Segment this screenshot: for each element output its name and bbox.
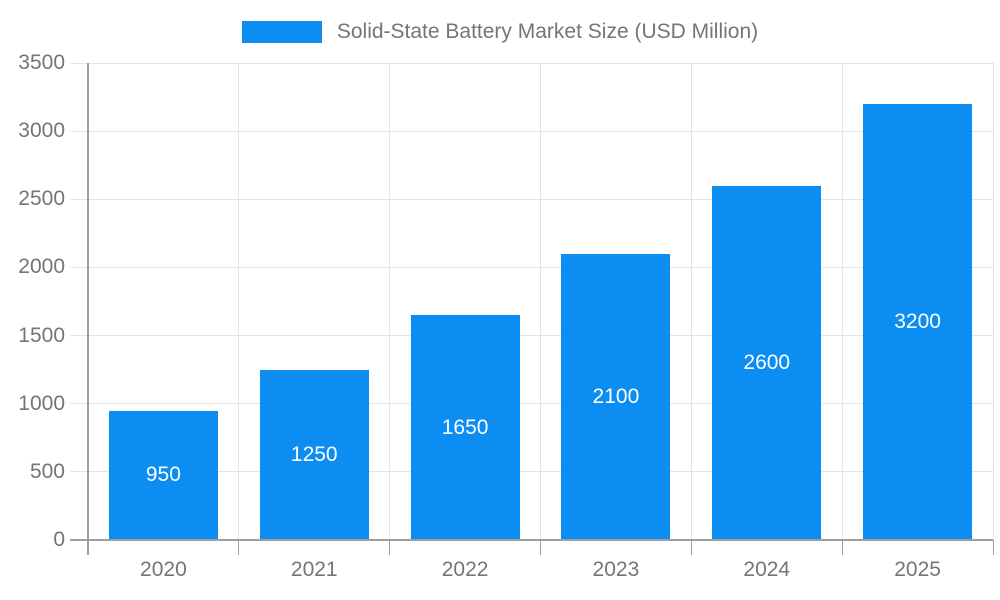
y-gridline (70, 266, 993, 268)
x-tick-label: 2025 (894, 558, 941, 581)
bar-value-label: 2100 (592, 384, 640, 408)
y-tick-label: 2000 (18, 255, 65, 279)
x-tick-label: 2020 (140, 558, 187, 581)
x-axis-line (70, 539, 993, 541)
y-tick-label: 3000 (18, 119, 65, 143)
y-gridline (70, 403, 993, 405)
y-tick-label: 2500 (18, 187, 65, 211)
x-gridline (389, 63, 391, 540)
x-tick-mark (992, 540, 994, 555)
y-tick-label: 1000 (18, 391, 65, 415)
x-tick-mark (841, 540, 843, 555)
y-tick-label: 3500 (18, 51, 65, 74)
x-tick-label: 2024 (743, 558, 791, 581)
y-gridline (70, 335, 993, 337)
bar-value-label: 1650 (441, 415, 489, 439)
x-tick-mark (690, 540, 692, 555)
y-gridline (70, 62, 993, 64)
bar (561, 253, 671, 540)
x-gridline (841, 63, 843, 540)
bar (712, 185, 822, 540)
x-tick-mark (540, 540, 541, 555)
bar-value-label: 1250 (290, 442, 338, 466)
x-tick-mark (238, 540, 240, 555)
x-tick-label: 2022 (441, 558, 489, 581)
bar (863, 103, 973, 540)
y-tick-label: 0 (53, 528, 65, 551)
bar-value-label: 950 (145, 463, 181, 487)
bar-value-label: 3200 (894, 309, 941, 333)
y-tick-label: 500 (29, 459, 65, 483)
chart-legend: Solid-State Battery Market Size (USD Mil… (0, 18, 1000, 46)
legend-swatch (241, 21, 322, 43)
bar-value-label: 2600 (743, 350, 791, 374)
x-gridline (238, 63, 240, 540)
y-gridline (70, 471, 993, 473)
y-tick-label: 1500 (18, 323, 65, 347)
y-gridline (70, 198, 993, 200)
y-axis-line (87, 63, 89, 555)
bar (108, 410, 218, 540)
x-gridline (992, 63, 994, 540)
x-tick-label: 2023 (592, 558, 640, 581)
x-gridline (690, 63, 692, 540)
legend-label: Solid-State Battery Market Size (USD Mil… (336, 20, 759, 43)
plot-area: 0 500 1000 1500 2000 2500 3000 3500 950 2020 1250 2… (18, 51, 994, 581)
x-gridline (540, 63, 541, 540)
bar (410, 315, 520, 540)
x-tick-label: 2021 (290, 558, 338, 581)
y-gridline (70, 130, 993, 132)
bar (259, 369, 369, 540)
x-tick-mark (389, 540, 391, 555)
